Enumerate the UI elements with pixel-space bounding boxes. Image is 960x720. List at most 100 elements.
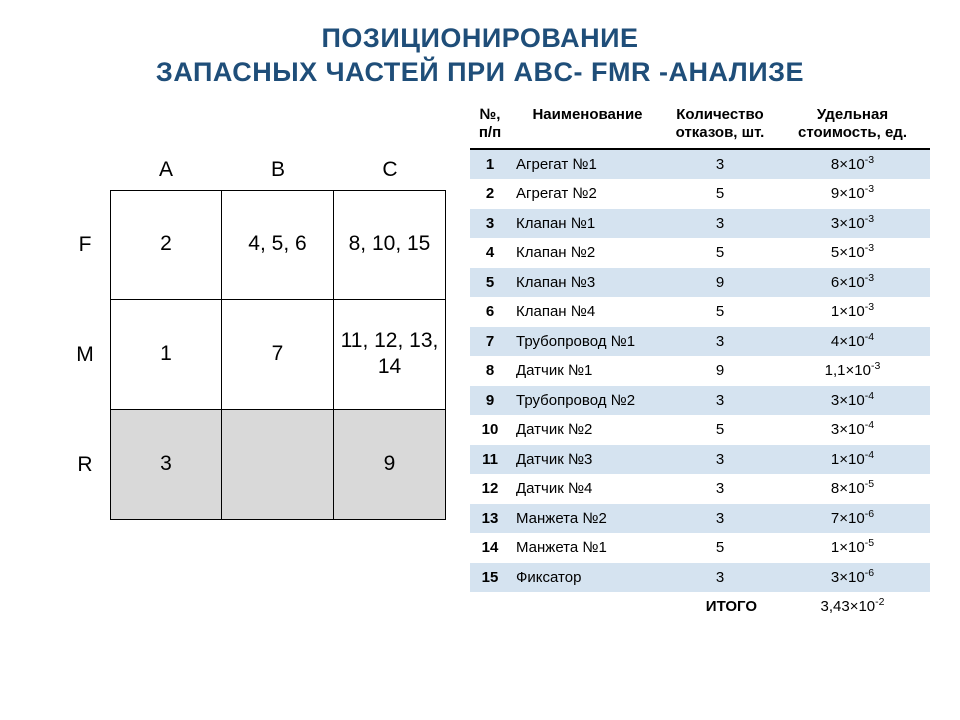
cell-qty: 3: [665, 327, 775, 357]
cell-cost: 3×10-6: [775, 563, 930, 593]
table-panel: №,п/пНаименованиеКоличествоотказов, шт.У…: [470, 90, 930, 622]
cell-name: Клапан №1: [510, 209, 665, 239]
table-row: 2Агрегат №259×10-3: [470, 179, 930, 209]
matrix-cell: 7: [222, 300, 334, 410]
cell-number: 14: [470, 533, 510, 563]
matrix-col-header: A: [110, 150, 222, 190]
cell-number: 4: [470, 238, 510, 268]
matrix-col-header: C: [334, 150, 446, 190]
cell-number: 7: [470, 327, 510, 357]
cell-qty: 9: [665, 268, 775, 298]
cell-empty: [470, 592, 510, 622]
cell-cost: 1,1×10-3: [775, 356, 930, 386]
cell-qty: 3: [665, 504, 775, 534]
cell-name: Клапан №3: [510, 268, 665, 298]
table-row: 4Клапан №255×10-3: [470, 238, 930, 268]
cell-number: 5: [470, 268, 510, 298]
cell-cost: 5×10-3: [775, 238, 930, 268]
parts-table-body: 1Агрегат №138×10-32Агрегат №259×10-33Кла…: [470, 149, 930, 622]
table-row: 11Датчик №331×10-4: [470, 445, 930, 475]
cell-name: Датчик №1: [510, 356, 665, 386]
table-row: 10Датчик №253×10-4: [470, 415, 930, 445]
matrix-col-header: B: [222, 150, 334, 190]
cell-cost: 6×10-3: [775, 268, 930, 298]
table-row: 6Клапан №451×10-3: [470, 297, 930, 327]
table-row: 12Датчик №438×10-5: [470, 474, 930, 504]
cell-number: 11: [470, 445, 510, 475]
table-row: 8Датчик №191,1×10-3: [470, 356, 930, 386]
parts-table-head-row: №,п/пНаименованиеКоличествоотказов, шт.У…: [470, 100, 930, 149]
table-row: 13Манжета №237×10-6: [470, 504, 930, 534]
slide-title-line2: ЗАПАСНЫХ ЧАСТЕЙ ПРИ ABC- FMR -АНАЛИЗЕ: [156, 57, 804, 87]
cell-qty: 5: [665, 238, 775, 268]
matrix-cell: 3: [110, 410, 222, 520]
cell-name: Манжета №1: [510, 533, 665, 563]
cell-number: 1: [470, 149, 510, 180]
parts-table-col-header: Наименование: [510, 100, 665, 149]
matrix-row-header: F: [60, 190, 110, 300]
cell-cost: 8×10-3: [775, 149, 930, 180]
cell-name: Трубопровод №2: [510, 386, 665, 416]
cell-qty: 5: [665, 533, 775, 563]
cell-qty: 5: [665, 415, 775, 445]
matrix-cell: 2: [110, 190, 222, 300]
cell-cost: 3×10-4: [775, 386, 930, 416]
matrix-panel: ABCF24, 5, 68, 10, 15M1711, 12, 13, 14R3…: [40, 90, 470, 622]
matrix-row-header: M: [60, 300, 110, 410]
cell-name: Клапан №4: [510, 297, 665, 327]
cell-qty: 3: [665, 563, 775, 593]
cell-qty: 3: [665, 386, 775, 416]
slide-title: ПОЗИЦИОНИРОВАНИЕ ЗАПАСНЫХ ЧАСТЕЙ ПРИ ABC…: [0, 0, 960, 90]
table-row: 5Клапан №396×10-3: [470, 268, 930, 298]
cell-cost: 1×10-4: [775, 445, 930, 475]
table-row: 3Клапан №133×10-3: [470, 209, 930, 239]
cell-qty: 3: [665, 474, 775, 504]
cell-number: 15: [470, 563, 510, 593]
slide-title-line1: ПОЗИЦИОНИРОВАНИЕ: [322, 23, 639, 53]
matrix-cell: 9: [334, 410, 446, 520]
cell-cost: 9×10-3: [775, 179, 930, 209]
cell-cost: 8×10-5: [775, 474, 930, 504]
cell-name: Агрегат №2: [510, 179, 665, 209]
parts-table: №,п/пНаименованиеКоличествоотказов, шт.У…: [470, 100, 930, 622]
parts-table-col-header: Удельнаястоимость, ед.: [775, 100, 930, 149]
cell-number: 8: [470, 356, 510, 386]
cell-cost: 1×10-3: [775, 297, 930, 327]
cell-qty: 3: [665, 445, 775, 475]
parts-table-col-header: №,п/п: [470, 100, 510, 149]
cell-number: 9: [470, 386, 510, 416]
table-row: 14Манжета №151×10-5: [470, 533, 930, 563]
matrix-cell: 4, 5, 6: [222, 190, 334, 300]
cell-cost: 4×10-4: [775, 327, 930, 357]
cell-cost: 3×10-3: [775, 209, 930, 239]
cell-cost: 3×10-4: [775, 415, 930, 445]
table-row: 1Агрегат №138×10-3: [470, 149, 930, 180]
abc-fmr-matrix: ABCF24, 5, 68, 10, 15M1711, 12, 13, 14R3…: [60, 150, 450, 520]
parts-table-head: №,п/пНаименованиеКоличествоотказов, шт.У…: [470, 100, 930, 149]
cell-number: 13: [470, 504, 510, 534]
cell-cost: 1×10-5: [775, 533, 930, 563]
cell-number: 6: [470, 297, 510, 327]
cell-cost: 7×10-6: [775, 504, 930, 534]
matrix-cell: 11, 12, 13, 14: [334, 300, 446, 410]
cell-number: 12: [470, 474, 510, 504]
cell-name: Фиксатор: [510, 563, 665, 593]
cell-qty: 5: [665, 179, 775, 209]
cell-name: Датчик №3: [510, 445, 665, 475]
cell-name: Клапан №2: [510, 238, 665, 268]
cell-name: Датчик №2: [510, 415, 665, 445]
cell-qty: 5: [665, 297, 775, 327]
cell-qty: 9: [665, 356, 775, 386]
cell-name: Агрегат №1: [510, 149, 665, 180]
cell-number: 10: [470, 415, 510, 445]
matrix-cell: 1: [110, 300, 222, 410]
content-area: ABCF24, 5, 68, 10, 15M1711, 12, 13, 14R3…: [0, 90, 960, 622]
matrix-cell: [222, 410, 334, 520]
table-total-row: ИТОГО3,43×10-2: [470, 592, 930, 622]
cell-name: Датчик №4: [510, 474, 665, 504]
matrix-cell: 8, 10, 15: [334, 190, 446, 300]
table-row: 7Трубопровод №134×10-4: [470, 327, 930, 357]
table-row: 9Трубопровод №233×10-4: [470, 386, 930, 416]
cell-qty: 3: [665, 209, 775, 239]
matrix-corner: [60, 150, 110, 190]
